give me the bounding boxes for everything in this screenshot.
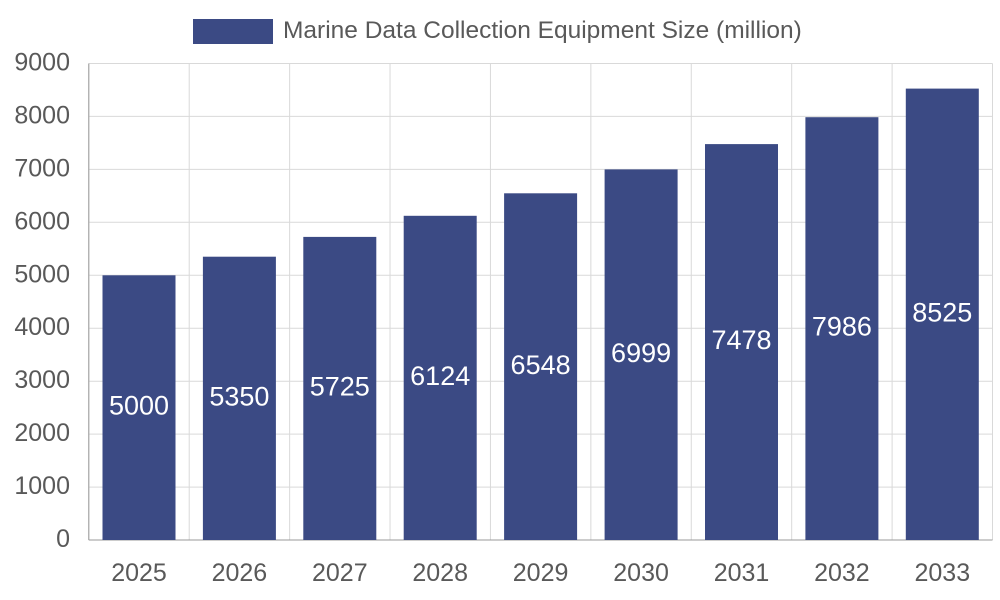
svg-text:0: 0: [56, 525, 70, 553]
svg-text:3000: 3000: [14, 366, 70, 394]
svg-text:5725: 5725: [310, 372, 370, 402]
svg-text:7000: 7000: [14, 154, 70, 182]
svg-text:6124: 6124: [410, 361, 470, 391]
svg-text:5000: 5000: [109, 391, 169, 421]
svg-text:8525: 8525: [912, 297, 972, 327]
svg-text:4000: 4000: [14, 313, 70, 341]
svg-text:7478: 7478: [711, 325, 771, 355]
svg-text:9000: 9000: [14, 49, 70, 77]
svg-text:2030: 2030: [613, 559, 669, 587]
svg-text:2026: 2026: [212, 559, 268, 587]
svg-text:1000: 1000: [14, 472, 70, 500]
svg-text:7986: 7986: [812, 312, 872, 342]
svg-text:5000: 5000: [14, 260, 70, 288]
svg-text:2031: 2031: [714, 559, 770, 587]
svg-text:2029: 2029: [513, 559, 569, 587]
svg-text:2032: 2032: [814, 559, 870, 587]
svg-text:6999: 6999: [611, 338, 671, 368]
svg-text:2033: 2033: [914, 559, 970, 587]
svg-text:Marine Data Collection Equipme: Marine Data Collection Equipment Size (m…: [283, 17, 802, 44]
svg-text:8000: 8000: [14, 101, 70, 129]
svg-text:6548: 6548: [511, 350, 571, 380]
svg-text:2000: 2000: [14, 419, 70, 447]
svg-text:2028: 2028: [412, 559, 468, 587]
svg-text:2027: 2027: [312, 559, 368, 587]
svg-text:6000: 6000: [14, 207, 70, 235]
svg-text:5350: 5350: [209, 382, 269, 412]
svg-text:2025: 2025: [111, 559, 167, 587]
